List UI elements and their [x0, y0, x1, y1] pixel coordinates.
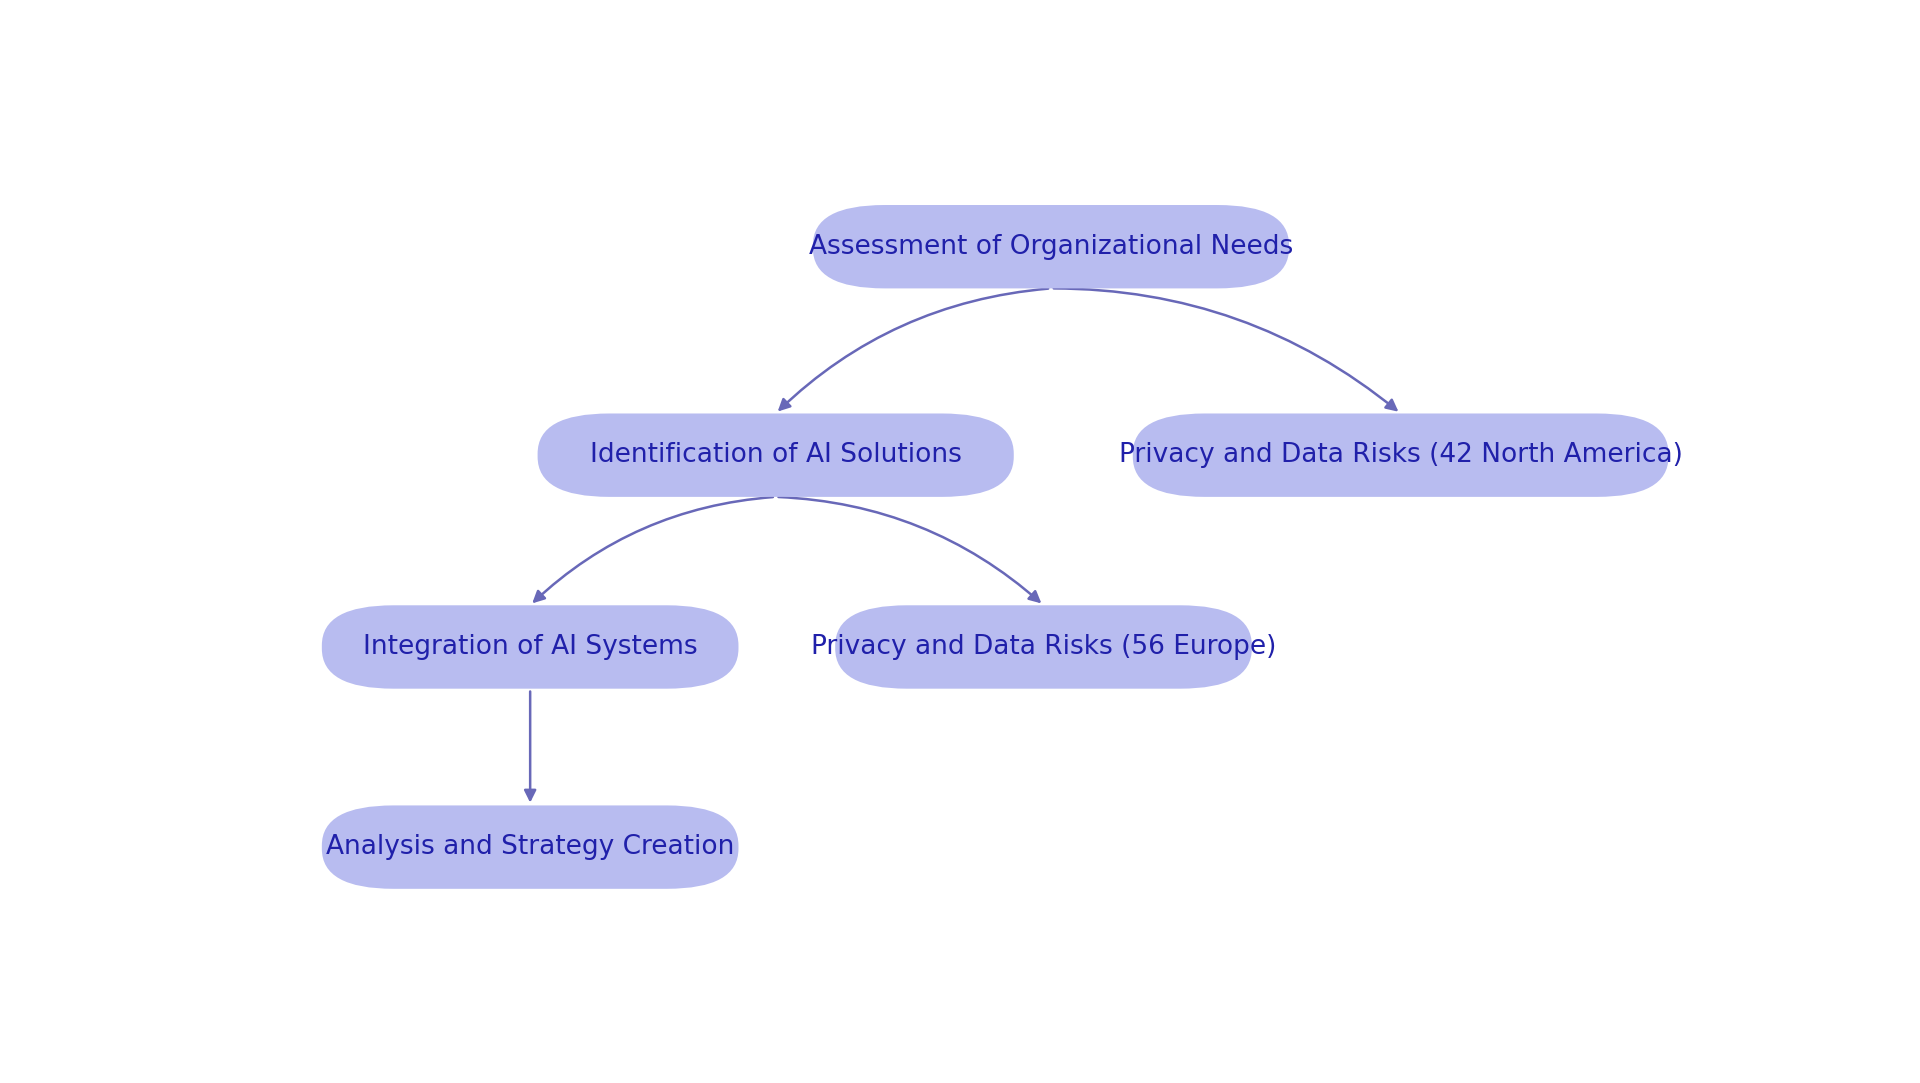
- FancyBboxPatch shape: [812, 205, 1288, 288]
- Text: Assessment of Organizational Needs: Assessment of Organizational Needs: [808, 234, 1292, 260]
- Text: Privacy and Data Risks (56 Europe): Privacy and Data Risks (56 Europe): [810, 634, 1277, 660]
- FancyBboxPatch shape: [323, 806, 739, 889]
- FancyBboxPatch shape: [835, 605, 1252, 689]
- FancyBboxPatch shape: [323, 605, 739, 689]
- Text: Privacy and Data Risks (42 North America): Privacy and Data Risks (42 North America…: [1119, 442, 1682, 468]
- FancyBboxPatch shape: [538, 414, 1014, 497]
- Text: Analysis and Strategy Creation: Analysis and Strategy Creation: [326, 834, 733, 860]
- Text: Identification of AI Solutions: Identification of AI Solutions: [589, 442, 962, 468]
- FancyBboxPatch shape: [1133, 414, 1668, 497]
- Text: Integration of AI Systems: Integration of AI Systems: [363, 634, 697, 660]
